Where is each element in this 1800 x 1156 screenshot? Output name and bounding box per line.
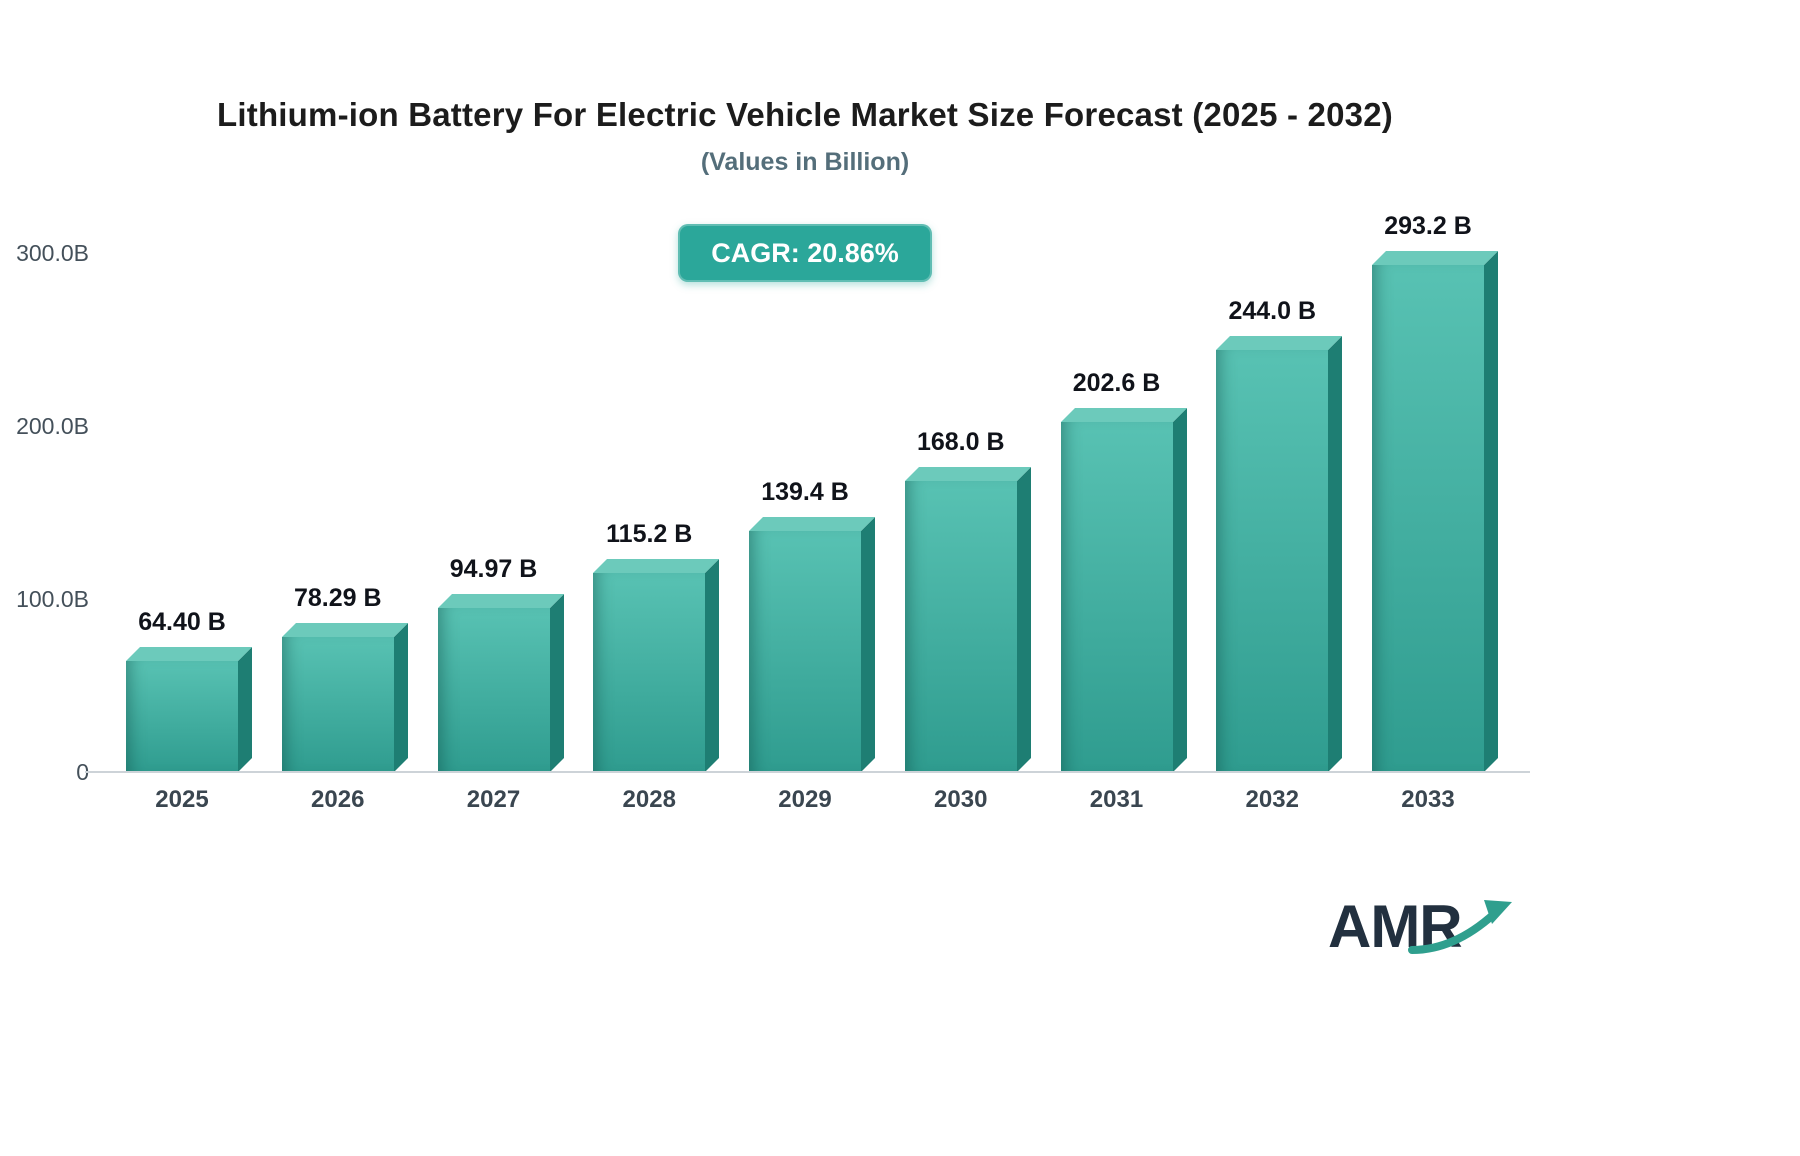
bar-slot: 168.0 B	[884, 428, 1038, 772]
cagr-badge-label: CAGR: 20.86%	[711, 237, 899, 268]
bar-series: 64.40 B 78.29 B 94.97 B 115.2 B 139.4 B 168.0…	[105, 212, 1505, 772]
chart-title: Lithium-ion Battery For Electric Vehicle…	[217, 96, 1393, 133]
x-axis-label: 2033	[1401, 786, 1455, 813]
y-axis: 0 100.0B 200.0B 300.0B	[0, 240, 95, 785]
bar	[437, 608, 550, 772]
bar-value-label: 139.4 B	[761, 478, 849, 506]
x-axis-label: 2032	[1245, 786, 1299, 813]
bar-slot: 244.0 B	[1195, 297, 1349, 772]
bar	[749, 531, 861, 772]
bar-slot: 139.4 B	[728, 478, 882, 772]
bar	[281, 637, 394, 772]
y-axis-label: 300.0B	[16, 240, 89, 266]
bar-value-label: 244.0 B	[1228, 297, 1317, 325]
bar-slot: 64.40 B	[105, 608, 259, 772]
amr-logo: AMR	[1328, 892, 1512, 982]
bar-value-label: 168.0 B	[916, 428, 1005, 456]
bar-value-label: 64.40 B	[138, 608, 226, 636]
x-axis-label: 2025	[155, 786, 209, 813]
bar-slot: 293.2 B	[1351, 212, 1505, 772]
x-axis-label: 2030	[934, 786, 988, 813]
bar-value-label: 293.2 B	[1384, 212, 1472, 240]
y-axis-label: 0	[76, 759, 89, 785]
bar	[1216, 350, 1329, 772]
chart-subtitle: (Values in Billion)	[700, 148, 910, 176]
bar	[904, 481, 1017, 772]
bar-value-label: 94.97 B	[449, 555, 538, 583]
bar-value-label: 115.2 B	[606, 520, 693, 548]
x-axis-label: 2026	[311, 786, 365, 813]
bar-value-label: 78.29 B	[293, 584, 382, 612]
bar-slot: 94.97 B	[417, 555, 571, 772]
bar	[1372, 265, 1484, 772]
y-axis-label: 200.0B	[16, 413, 89, 439]
x-axis: 2025 2026 2027 2028 2029 2030 2031 2032 2033	[105, 786, 1505, 814]
x-axis-line	[85, 771, 1530, 773]
amr-logo-text: AMR	[1328, 893, 1463, 960]
bar	[593, 573, 706, 772]
bar-value-label: 202.6 B	[1072, 369, 1161, 397]
bar-slot: 115.2 B	[572, 520, 726, 772]
x-axis-label: 2031	[1089, 786, 1144, 813]
bar	[126, 661, 238, 772]
bar	[1060, 422, 1173, 772]
bar-slot: 202.6 B	[1040, 369, 1194, 772]
y-axis-label: 100.0B	[16, 586, 89, 612]
x-axis-label: 2027	[466, 786, 521, 813]
bar-slot: 78.29 B	[261, 584, 415, 772]
cagr-badge: CAGR: 20.86%	[678, 224, 932, 282]
x-axis-label: 2028	[622, 786, 676, 813]
x-axis-label: 2029	[778, 786, 832, 813]
